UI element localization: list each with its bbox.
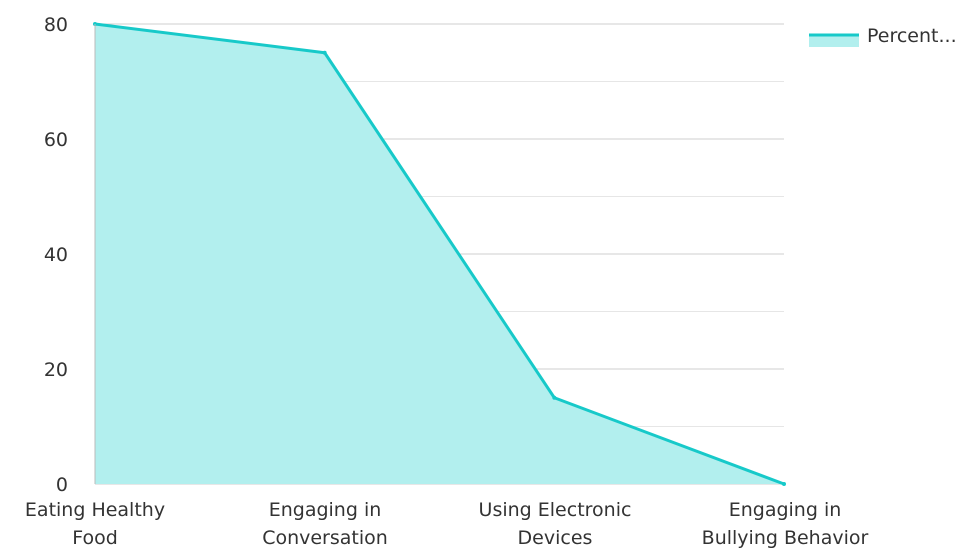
x-category-label: Engaging in Conversation	[262, 499, 388, 549]
x-category-label-line: Devices	[518, 527, 593, 549]
y-tick-label: 80	[44, 14, 68, 36]
y-tick-label: 20	[44, 359, 68, 381]
y-tick-label: 60	[44, 129, 68, 151]
data-point[interactable]	[782, 482, 786, 486]
x-category-label-line: Food	[72, 527, 118, 549]
x-category-label-line: Engaging in	[729, 499, 842, 521]
data-point[interactable]	[322, 50, 327, 55]
y-axis: 0 20 40 60 80	[44, 14, 96, 496]
x-category-label-line: Engaging in	[269, 499, 382, 521]
x-category-label: Engaging in Bullying Behavior	[702, 499, 869, 549]
x-axis: Eating Healthy Food Engaging in Conversatio…	[25, 499, 869, 549]
x-category-label: Eating Healthy Food	[25, 499, 165, 549]
x-category-label-line: Conversation	[262, 527, 388, 549]
data-point[interactable]	[552, 395, 557, 400]
x-category-label-line: Eating Healthy	[25, 499, 165, 521]
y-tick-label: 0	[56, 474, 68, 496]
legend[interactable]: Percent...	[809, 25, 957, 47]
y-tick-label: 40	[44, 244, 68, 266]
x-category-label: Using Electronic Devices	[479, 499, 632, 549]
x-category-label-line: Bullying Behavior	[702, 527, 869, 549]
legend-swatch-fill	[809, 35, 859, 47]
series-line	[94, 22, 785, 486]
legend-label: Percent...	[867, 25, 957, 47]
series-area-fill	[95, 24, 784, 484]
x-category-label-line: Using Electronic	[479, 499, 632, 521]
